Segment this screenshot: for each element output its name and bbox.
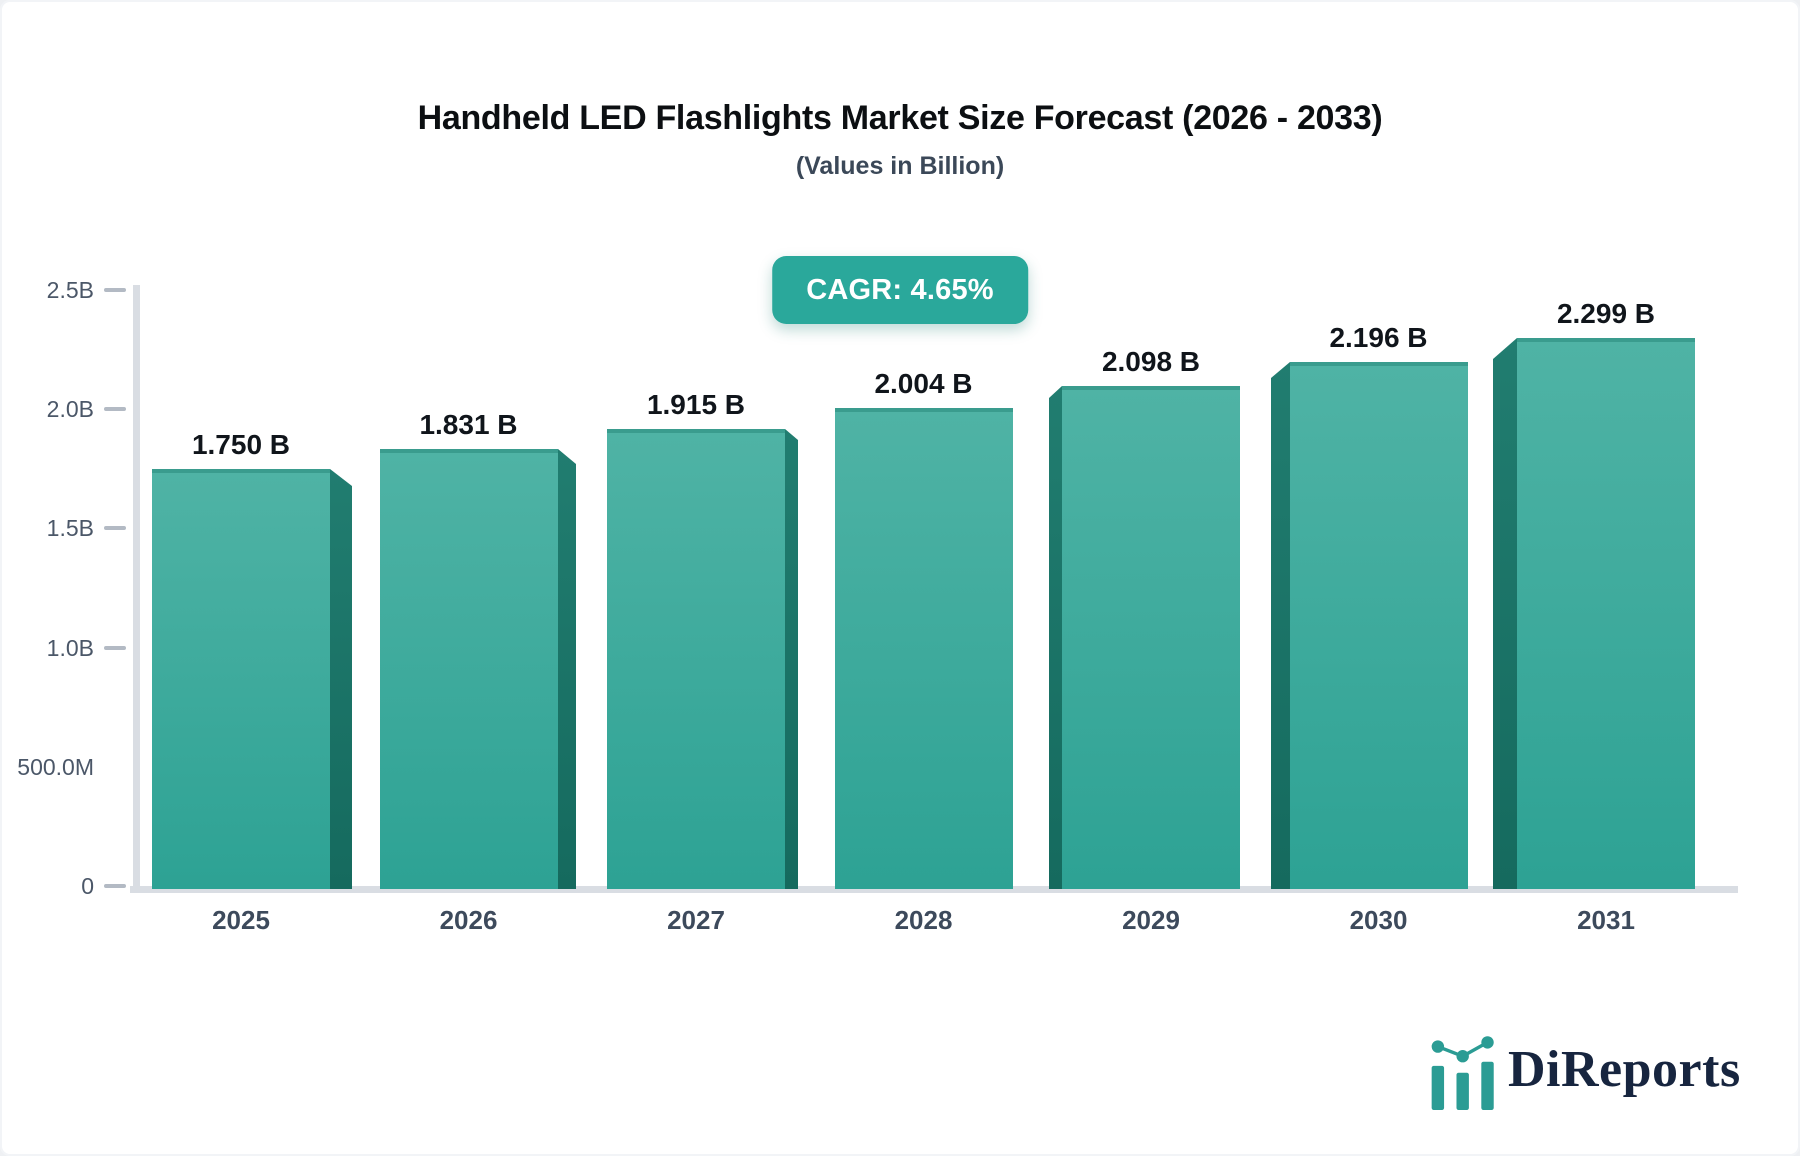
- logo-chart-icon: [1431, 1036, 1494, 1110]
- bar-value-label: 1.915 B: [646, 389, 746, 420]
- y-tick-dash: [104, 526, 126, 531]
- x-axis-line: [130, 886, 1738, 893]
- brand-logo: DiReports: [1426, 1030, 1741, 1110]
- y-tick-label: 500.0M: [17, 753, 94, 780]
- y-tick-label: 0: [81, 873, 94, 899]
- x-axis-label-2029: 2029: [1122, 905, 1180, 935]
- y-tick-dash: [104, 407, 126, 412]
- bar-2030[interactable]: [1290, 362, 1468, 889]
- bar-2029[interactable]: [1062, 386, 1240, 889]
- bar-value-label: 1.831 B: [419, 409, 518, 440]
- x-axis-label-2026: 2026: [439, 905, 498, 935]
- bar-side-face: [1271, 362, 1290, 889]
- bar-side-face: [558, 449, 576, 889]
- bar-side-face: [330, 469, 352, 889]
- cagr-badge: CAGR: 4.65%: [772, 256, 1028, 324]
- logo-text: DiReports: [1508, 1041, 1741, 1098]
- bar-value-label: 1.750 B: [191, 429, 291, 460]
- bar-2026[interactable]: [380, 449, 558, 889]
- bar-2028[interactable]: [835, 408, 1013, 889]
- x-axis-label-2028: 2028: [894, 905, 953, 935]
- chart-title: Handheld LED Flashlights Market Size For…: [417, 99, 1383, 137]
- y-tick-label: 2.0B: [46, 396, 94, 423]
- bar-value-label: 2.098 B: [1101, 346, 1201, 377]
- chart-subtitle: (Values in Billion): [795, 152, 1005, 180]
- y-tick-dash: [104, 645, 126, 650]
- bar-side-face: [785, 429, 798, 889]
- bar-2027[interactable]: [607, 429, 785, 889]
- y-tick-dash: [104, 288, 126, 292]
- bar-2025[interactable]: [152, 469, 330, 889]
- x-axis-label-2025: 2025: [212, 905, 270, 935]
- y-tick-label: 1.5B: [46, 515, 94, 542]
- bar-side-face: [1493, 338, 1517, 889]
- bar-2031[interactable]: [1517, 338, 1695, 889]
- bar-value-label: 2.004 B: [874, 368, 973, 399]
- y-tick-label: 2.5B: [46, 277, 94, 303]
- y-axis-line: [133, 285, 140, 893]
- bar-value-label: 2.196 B: [1329, 322, 1428, 353]
- x-axis-label-2027: 2027: [667, 905, 725, 935]
- y-tick-label: 1.0B: [46, 634, 94, 661]
- x-axis-label-2030: 2030: [1349, 905, 1408, 935]
- x-axis-label-2031: 2031: [1577, 905, 1635, 935]
- bar-value-label: 2.299 B: [1556, 298, 1656, 329]
- bar-side-face: [1049, 386, 1062, 889]
- y-tick-dash: [104, 884, 126, 888]
